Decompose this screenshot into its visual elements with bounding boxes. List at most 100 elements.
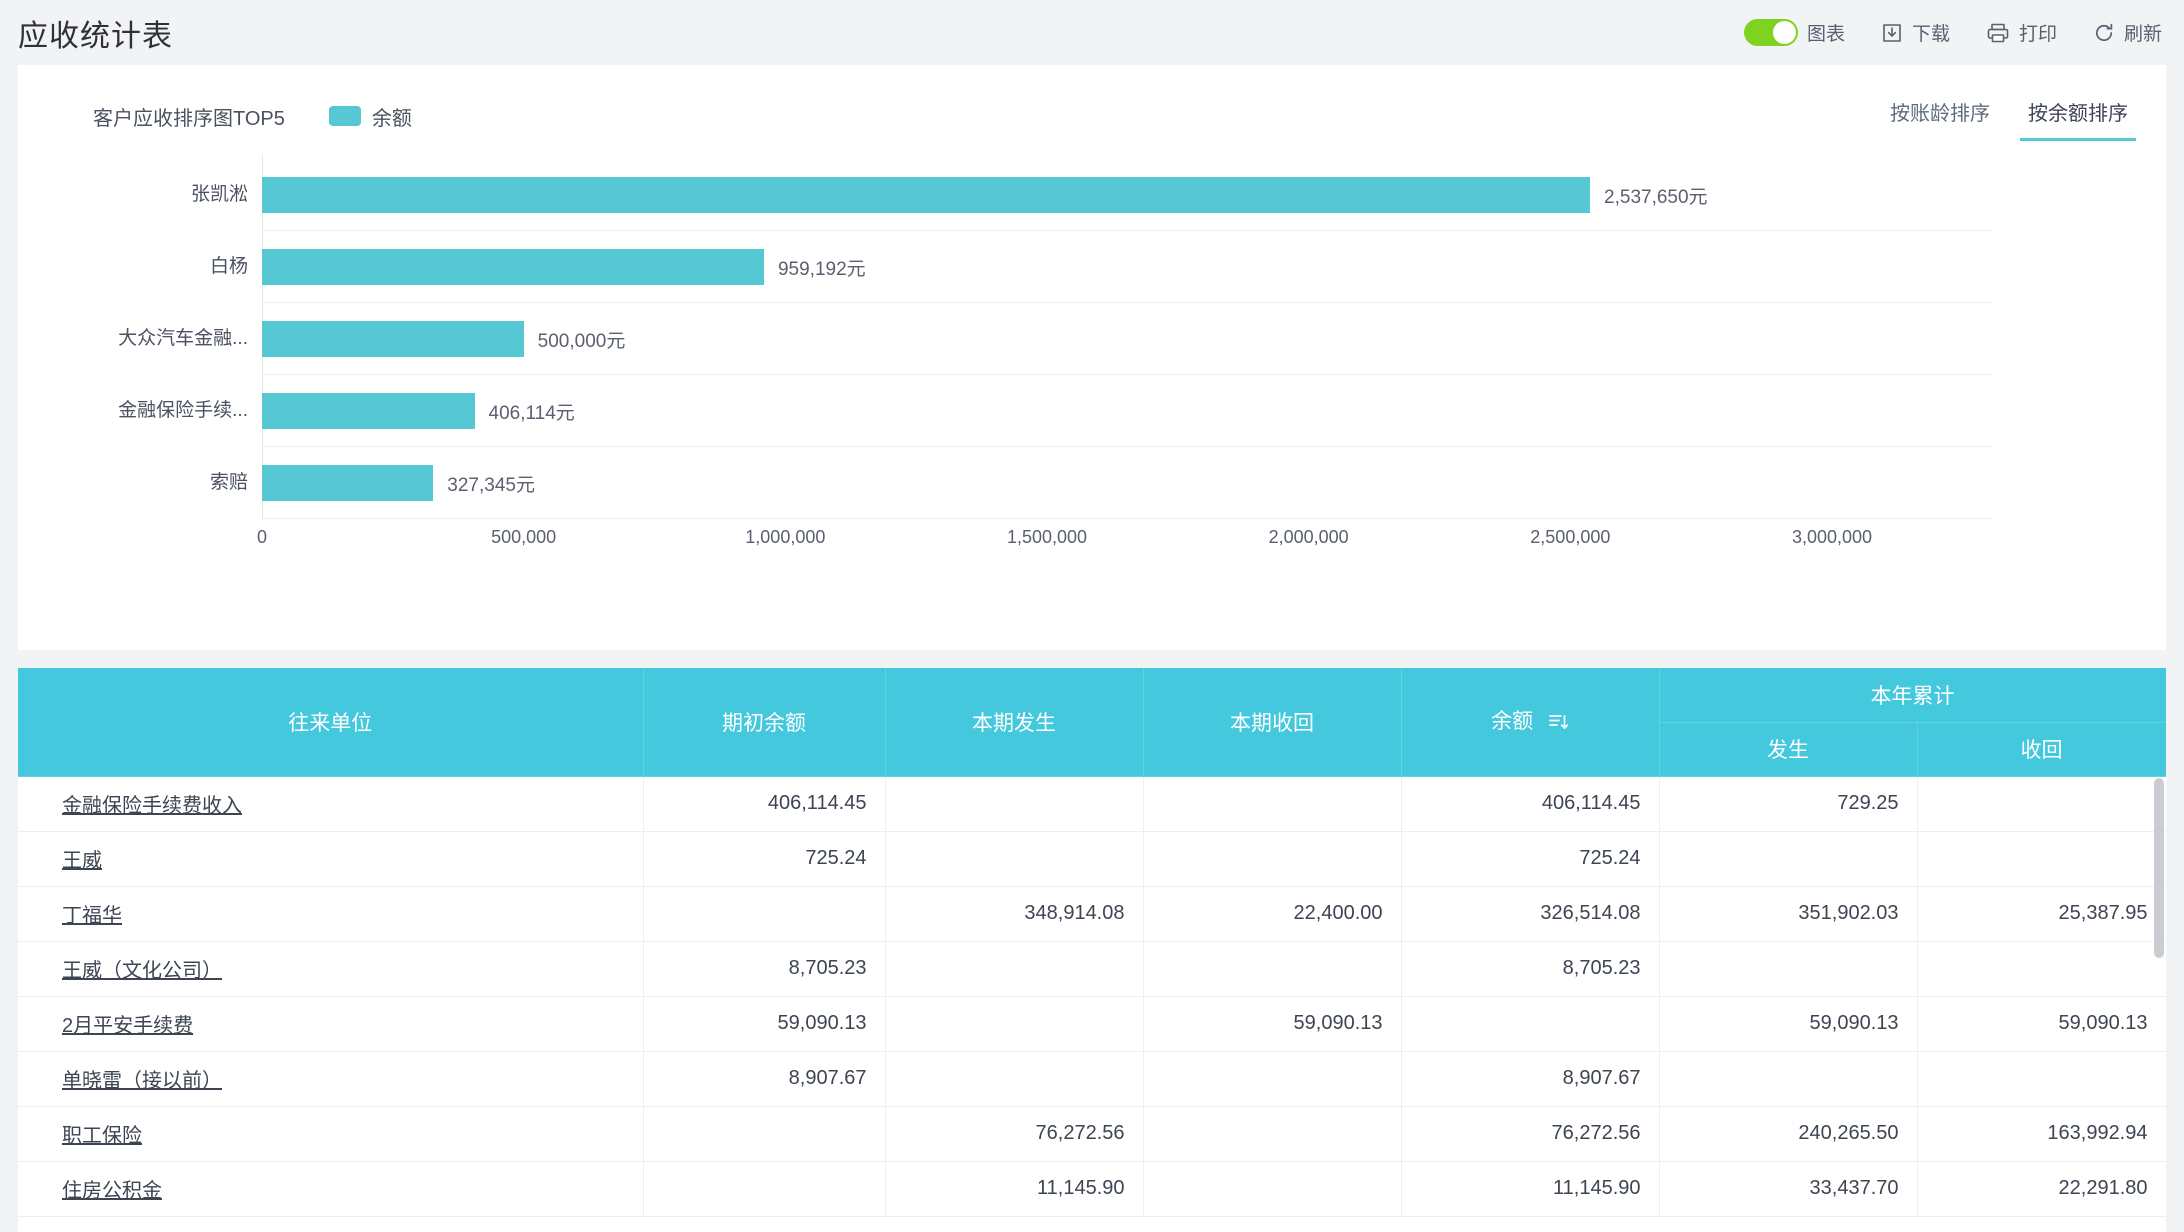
- bar-item[interactable]: 白杨 959,192元: [210, 231, 1991, 303]
- bar[interactable]: [262, 465, 434, 501]
- unit-link[interactable]: 王威: [62, 850, 102, 872]
- cell-ytd-recovered: [1917, 776, 2166, 832]
- cell-opening-balance: 59,090.13: [643, 996, 886, 1052]
- cell-ytd-occurred: 351,902.03: [1659, 886, 1918, 942]
- th-ytd-recovered[interactable]: 收回: [1917, 722, 2166, 777]
- printer-icon: [1986, 22, 2010, 44]
- unit-link[interactable]: 住房公积金: [62, 1180, 162, 1202]
- table-row[interactable]: 职工保险 76,272.56 76,272.56 240,265.50 163,992.…: [18, 1106, 2166, 1162]
- table-head: 往来单位 期初余额 本期发生 本期收回 余额 本年累计 发生 收: [18, 668, 2166, 777]
- cell-ytd-occurred: 33,437.70: [1659, 1161, 1918, 1217]
- cell-opening-balance: 725.24: [643, 831, 886, 887]
- download-button[interactable]: 下载: [1881, 19, 1950, 46]
- bar-chart: 张凯淞 2,537,650元 白杨 959,192元 大众汽车金融... 500,000元…: [18, 141, 2166, 561]
- table-row[interactable]: 单晓雷（接以前） 8,907.67 8,907.67: [18, 1051, 2166, 1107]
- unit-link[interactable]: 单晓雷（接以前）: [62, 1070, 222, 1092]
- bar-item[interactable]: 大众汽车金融... 500,000元: [118, 303, 1991, 375]
- bar[interactable]: [262, 249, 764, 285]
- x-tick-label: 500,000: [491, 527, 557, 547]
- tab-sort-by-balance[interactable]: 按余额排序: [2020, 93, 2136, 141]
- cell-ytd-occurred: 729.25: [1659, 776, 1918, 832]
- cell-ytd-occurred: 59,090.13: [1659, 996, 1918, 1052]
- x-tick-label: 2,500,000: [1530, 527, 1611, 547]
- unit-link[interactable]: 丁福华: [62, 905, 122, 927]
- chart-toggle-label: 图表: [1806, 24, 1845, 45]
- cell-opening-balance: [643, 1106, 886, 1162]
- bar[interactable]: [262, 393, 475, 429]
- bar[interactable]: [262, 321, 524, 357]
- cell-period-occurred: [885, 1051, 1144, 1107]
- table-row[interactable]: 王威 725.24 725.24: [18, 831, 2166, 887]
- page-title: 应收统计表: [18, 19, 173, 53]
- refresh-label: 刷新: [2123, 24, 2162, 45]
- cell-unit: 住房公积金: [18, 1161, 644, 1217]
- print-label: 打印: [2018, 24, 2057, 45]
- cell-unit: 丁福华: [18, 886, 644, 942]
- legend-label-balance: 余额: [371, 107, 412, 130]
- cell-balance: 406,114.45: [1401, 776, 1660, 832]
- x-tick-label: 2,000,000: [1268, 527, 1349, 547]
- cell-unit: 金融保险手续费收入: [18, 776, 644, 832]
- cell-period-occurred: [885, 776, 1144, 832]
- table-row[interactable]: 2月平安手续费 59,090.13 59,090.13 59,090.13 59,090…: [18, 996, 2166, 1052]
- bar[interactable]: [262, 177, 1591, 213]
- unit-link[interactable]: 职工保险: [62, 1125, 142, 1147]
- th-balance[interactable]: 余额: [1401, 668, 1660, 777]
- bar-category-label: 张凯淞: [190, 184, 248, 205]
- bar-item[interactable]: 张凯淞 2,537,650元: [191, 159, 1991, 231]
- cell-ytd-occurred: 240,265.50: [1659, 1106, 1918, 1162]
- cell-ytd-occurred: [1659, 1051, 1918, 1107]
- cell-unit: 2月平安手续费: [18, 996, 644, 1052]
- th-unit[interactable]: 往来单位: [18, 668, 644, 777]
- cell-ytd-recovered: 22,291.80: [1917, 1161, 2166, 1217]
- cell-period-recovered: [1143, 1161, 1402, 1217]
- toggle-on-icon[interactable]: [1743, 19, 1798, 46]
- th-opening-balance[interactable]: 期初余额: [643, 668, 886, 777]
- cell-balance: 11,145.90: [1401, 1161, 1660, 1217]
- download-label: 下载: [1911, 24, 1950, 45]
- cell-period-occurred: 11,145.90: [885, 1161, 1144, 1217]
- bar-value-label: 406,114元: [488, 402, 575, 424]
- bar-item[interactable]: 索赔 327,345元: [210, 447, 1991, 519]
- chart-legend[interactable]: 余额: [328, 102, 412, 131]
- table-body: 金融保险手续费收入 406,114.45 406,114.45 729.25 王威 725…: [18, 776, 2166, 1217]
- cell-period-occurred: 76,272.56: [885, 1106, 1144, 1162]
- cell-unit: 单晓雷（接以前）: [18, 1051, 644, 1107]
- cell-period-recovered: [1143, 1051, 1402, 1107]
- unit-link[interactable]: 王威（文化公司）: [62, 960, 222, 982]
- tab-sort-by-aging[interactable]: 按账龄排序: [1890, 103, 1990, 125]
- bar-value-label: 959,192元: [777, 258, 866, 280]
- toolbar: 图表 下载 打印: [1743, 19, 2162, 46]
- cell-balance: 8,705.23: [1401, 941, 1660, 997]
- chart-title: 客户应收排序图TOP5: [93, 107, 285, 130]
- bar-value-label: 500,000元: [537, 330, 626, 352]
- refresh-button[interactable]: 刷新: [2093, 19, 2162, 46]
- gridline: [262, 446, 1991, 447]
- cell-period-recovered: 22,400.00: [1143, 886, 1402, 942]
- cell-ytd-recovered: 163,992.94: [1917, 1106, 2166, 1162]
- cell-period-recovered: [1143, 941, 1402, 997]
- th-period-recovered[interactable]: 本期收回: [1143, 668, 1402, 777]
- unit-link[interactable]: 2月平安手续费: [62, 1015, 194, 1037]
- cell-ytd-recovered: [1917, 941, 2166, 997]
- cell-balance: 76,272.56: [1401, 1106, 1660, 1162]
- print-button[interactable]: 打印: [1986, 19, 2057, 46]
- sort-desc-icon[interactable]: [1547, 711, 1569, 739]
- cell-period-occurred: [885, 831, 1144, 887]
- chart-toggle-button[interactable]: 图表: [1743, 19, 1845, 46]
- table-row[interactable]: 金融保险手续费收入 406,114.45 406,114.45 729.25: [18, 776, 2166, 832]
- table-row[interactable]: 丁福华 348,914.08 22,400.00 326,514.08 351,902.…: [18, 886, 2166, 942]
- top-bar: 应收统计表 图表 下载 打印: [0, 0, 2184, 65]
- receivables-table: 往来单位 期初余额 本期发生 本期收回 余额 本年累计 发生 收: [18, 668, 2166, 1217]
- table-row[interactable]: 王威（文化公司） 8,705.23 8,705.23: [18, 941, 2166, 997]
- unit-link[interactable]: 金融保险手续费收入: [62, 795, 242, 817]
- th-period-occurred[interactable]: 本期发生: [885, 668, 1144, 777]
- chart-card: 客户应收排序图TOP5 余额 按账龄排序 按余额排序 张凯淞 2,537,650元…: [18, 65, 2166, 650]
- bar-item[interactable]: 金融保险手续... 406,114元: [118, 375, 1991, 447]
- th-balance-label: 余额: [1491, 709, 1534, 733]
- vertical-scrollbar[interactable]: [2154, 778, 2164, 958]
- table-row[interactable]: 住房公积金 11,145.90 11,145.90 33,437.70 22,291.8…: [18, 1161, 2166, 1217]
- th-ytd-occurred[interactable]: 发生: [1659, 722, 1918, 777]
- x-tick-label: 3,000,000: [1791, 527, 1873, 547]
- gridline: [262, 518, 1991, 519]
